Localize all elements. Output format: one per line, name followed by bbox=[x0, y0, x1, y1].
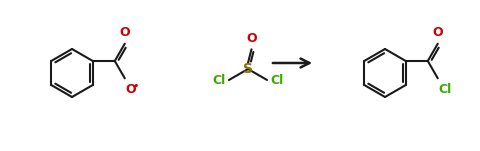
Text: Cl: Cl bbox=[270, 74, 283, 87]
Text: O: O bbox=[246, 32, 257, 45]
Text: O: O bbox=[432, 26, 443, 39]
Text: Cl: Cl bbox=[439, 83, 452, 96]
Text: Cl: Cl bbox=[213, 74, 226, 87]
Text: S: S bbox=[243, 62, 253, 76]
Text: O: O bbox=[120, 26, 130, 39]
Text: O: O bbox=[126, 83, 136, 96]
Text: •: • bbox=[133, 81, 139, 91]
